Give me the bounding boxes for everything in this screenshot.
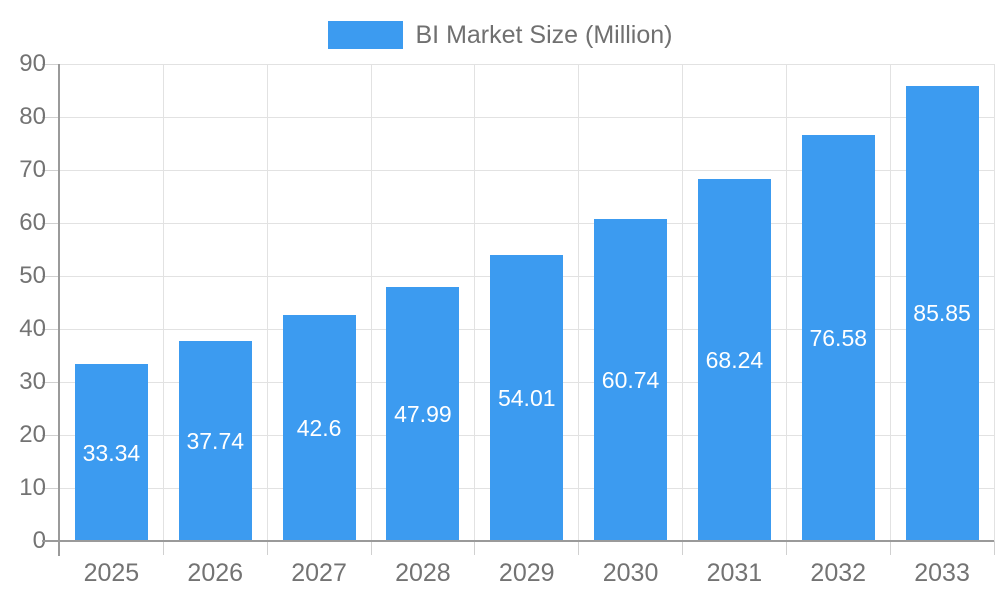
x-gridline — [785, 64, 787, 541]
y-axis-line — [57, 64, 60, 556]
y-tick-label: 10 — [19, 474, 46, 501]
x-gridline — [993, 64, 995, 541]
x-gridline — [370, 64, 372, 541]
y-tick-label: 40 — [19, 315, 46, 342]
bar-value-label: 33.34 — [82, 439, 141, 466]
x-tick — [162, 541, 164, 555]
x-tick — [266, 541, 268, 555]
x-gridline — [682, 64, 683, 541]
legend-label: BI Market Size (Million) — [415, 21, 673, 49]
x-tick-label: 2031 — [706, 559, 763, 587]
x-tick-label: 2032 — [810, 559, 867, 587]
y-tick — [41, 275, 60, 277]
x-tick-label: 2026 — [187, 559, 244, 587]
y-tick — [41, 63, 60, 65]
x-gridline — [889, 64, 891, 541]
bar-2029[interactable] — [490, 254, 564, 541]
bar-2030[interactable] — [594, 219, 668, 541]
x-tick — [578, 541, 580, 555]
y-tick — [41, 381, 60, 383]
x-gridline — [266, 64, 268, 541]
bar-value-label: 76.58 — [809, 325, 868, 352]
bar-value-label: 54.01 — [497, 384, 556, 411]
y-tick — [41, 434, 60, 436]
x-tick-label: 2029 — [498, 559, 555, 587]
bar-2031[interactable] — [697, 179, 771, 541]
y-tick-label: 80 — [19, 103, 46, 130]
x-gridline — [162, 64, 164, 541]
x-tick — [993, 541, 995, 555]
x-tick — [889, 541, 891, 555]
x-tick-label: 2028 — [395, 559, 451, 587]
bar-2025[interactable] — [74, 364, 148, 541]
y-tick-label: 90 — [19, 50, 46, 77]
x-tick — [474, 541, 476, 555]
x-gridline — [474, 64, 476, 541]
y-gridline — [59, 63, 994, 65]
x-axis-line — [41, 540, 994, 542]
x-tick-label: 2030 — [602, 559, 659, 587]
bar-2028[interactable] — [386, 286, 460, 541]
x-tick-label: 2025 — [83, 559, 140, 587]
legend: BI Market Size (Million) — [0, 20, 1000, 50]
bar-value-label: 68.24 — [705, 347, 764, 374]
bar-value-label: 85.85 — [913, 300, 971, 327]
legend-swatch-icon — [327, 21, 403, 49]
bar-2033[interactable] — [905, 85, 979, 541]
y-tick — [41, 328, 60, 330]
y-tick — [41, 116, 60, 118]
x-tick — [785, 541, 787, 555]
x-tick-label: 2033 — [914, 559, 970, 587]
y-tick — [41, 222, 60, 224]
y-gridline — [59, 169, 994, 171]
bar-2027[interactable] — [282, 315, 356, 541]
bar-2032[interactable] — [801, 135, 875, 541]
y-tick — [41, 169, 60, 171]
y-tick-label: 0 — [32, 527, 46, 554]
y-tick-label: 30 — [19, 368, 46, 395]
y-tick-label: 70 — [19, 156, 46, 183]
x-tick — [682, 541, 683, 555]
y-tick-label: 50 — [19, 262, 46, 289]
bar-value-label: 42.6 — [296, 415, 342, 442]
bar-value-label: 60.74 — [601, 367, 660, 394]
y-tick-label: 20 — [19, 421, 46, 448]
x-gridline — [578, 64, 580, 541]
bar-value-label: 37.74 — [186, 427, 245, 454]
x-tick — [370, 541, 372, 555]
x-tick-label: 2027 — [291, 559, 347, 587]
y-gridline — [59, 116, 994, 118]
bar-2026[interactable] — [178, 340, 252, 541]
y-gridline — [59, 222, 994, 224]
y-tick — [41, 487, 60, 489]
legend-item[interactable]: BI Market Size (Million) — [327, 21, 673, 49]
y-tick-label: 60 — [19, 209, 46, 236]
bar-value-label: 47.99 — [394, 400, 452, 427]
